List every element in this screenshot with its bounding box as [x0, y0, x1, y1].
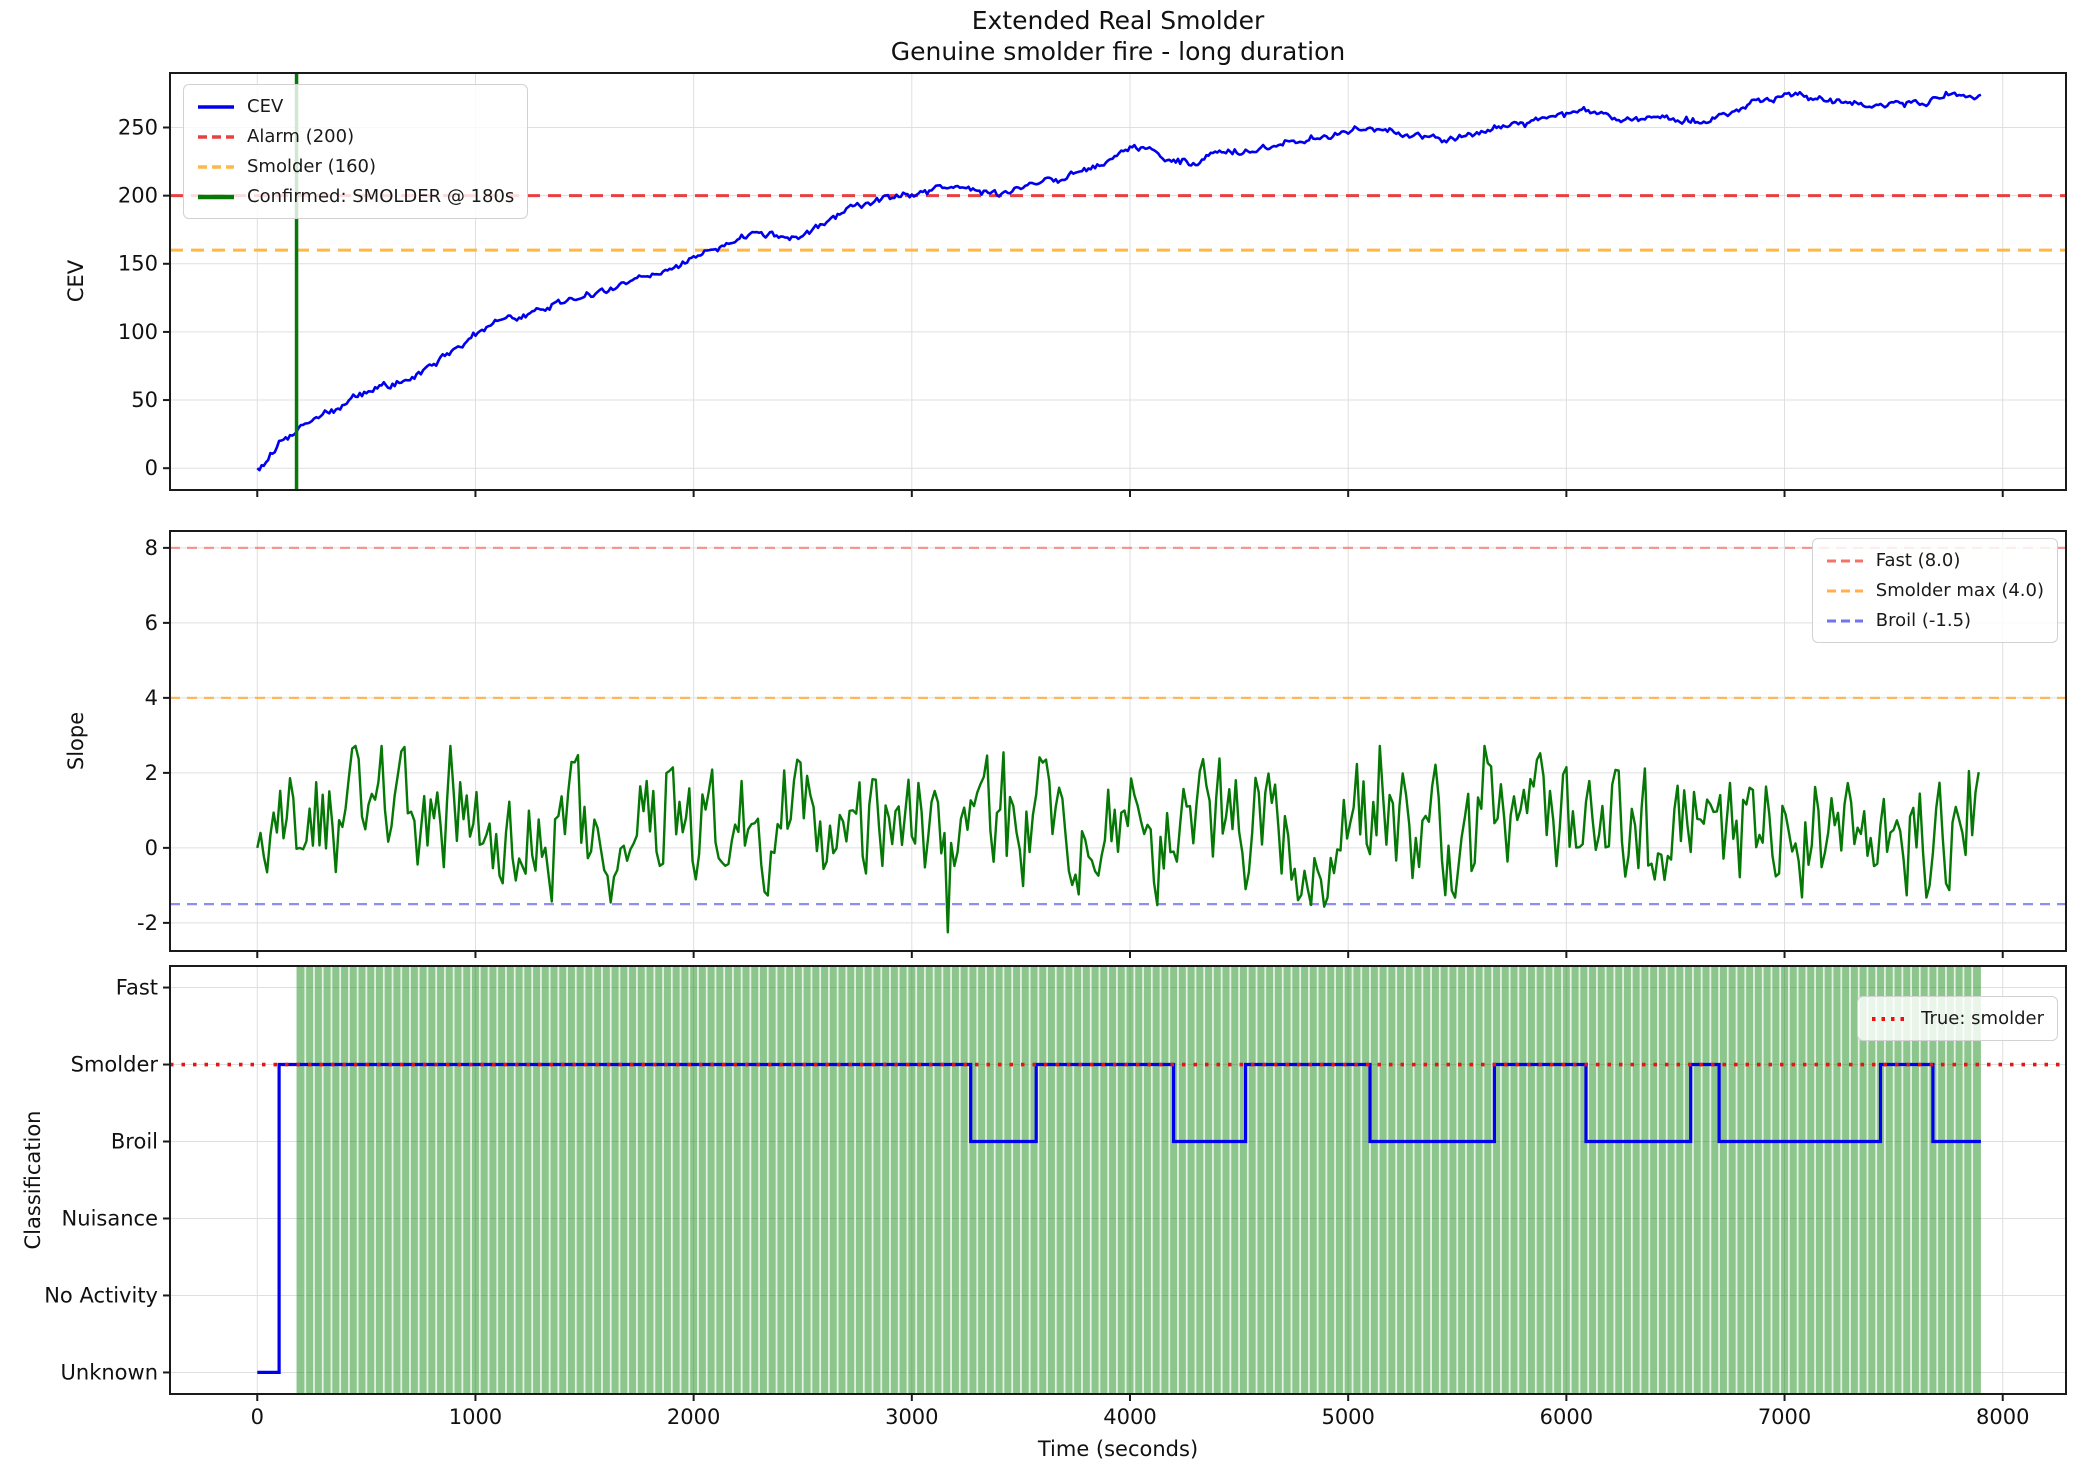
y-tick-label: 250 — [118, 115, 158, 139]
confirmed-line-swatch — [198, 194, 234, 199]
axes-frame — [169, 72, 2067, 491]
legend-label-smolder: Smolder (160) — [247, 156, 376, 177]
y-tick-label: 6 — [145, 611, 158, 635]
legend-slope: Fast (8.0) Smolder max (4.0) Broil (-1.5… — [1811, 538, 2058, 643]
legend-label-broil: Broil (-1.5) — [1875, 610, 1972, 631]
y-tick-label: 50 — [131, 388, 158, 412]
legend-label-alarm: Alarm (200) — [247, 126, 355, 147]
legend-item-smolder-max: Smolder max (4.0) — [1826, 578, 2044, 603]
y-axis-label-slope: Slope — [64, 711, 88, 771]
y-tick-label: 2 — [145, 761, 158, 785]
true-smolder-dotted-swatch — [1872, 1016, 1909, 1021]
y-tick-label: 0 — [145, 836, 158, 860]
y-tick-label: Unknown — [61, 1360, 158, 1384]
legend-label-fast: Fast (8.0) — [1875, 550, 1961, 571]
chart-title: Extended Real Smolder — [971, 6, 1265, 35]
smolder-max-dashed-swatch — [1826, 589, 1863, 592]
legend-item-alarm: Alarm (200) — [197, 124, 514, 149]
y-tick-label: Nuisance — [62, 1206, 158, 1230]
legend-item-confirmed: Confirmed: SMOLDER @ 180s — [197, 184, 514, 209]
legend-cev: CEV Alarm (200) Smolder (160) Confirmed:… — [183, 84, 529, 219]
alarm-dashed-swatch — [198, 134, 234, 139]
x-tick-label: 3000 — [885, 1405, 938, 1429]
chart-title-block: Extended Real Smolder Genuine smolder fi… — [170, 5, 2066, 67]
cev-line — [256, 90, 1982, 472]
x-tick-label: 6000 — [1540, 1405, 1593, 1429]
y-axis-label-classification: Classification — [21, 1110, 45, 1250]
chart-subtitle: Genuine smolder fire - long duration — [890, 37, 1346, 66]
legend-label-smolder-max: Smolder max (4.0) — [1875, 580, 2044, 601]
legend-item-cev: CEV — [197, 94, 514, 119]
fast-dashed-swatch — [1826, 559, 1863, 562]
axes-frame — [169, 530, 2067, 952]
y-tick-label: -2 — [137, 911, 158, 935]
y-tick-label: 4 — [145, 686, 158, 710]
x-tick-label: 5000 — [1321, 1405, 1374, 1429]
legend-label-confirmed: Confirmed: SMOLDER @ 180s — [247, 186, 515, 207]
y-tick-label: 100 — [118, 320, 158, 344]
legend-item-broil: Broil (-1.5) — [1826, 608, 2044, 633]
legend-item-true-smolder: True: smolder — [1871, 1006, 2044, 1031]
x-tick-label: 8000 — [1976, 1405, 2029, 1429]
y-tick-label: 0 — [145, 456, 158, 480]
y-axis-label-cev: CEV — [64, 259, 88, 303]
x-tick-label: 4000 — [1103, 1405, 1156, 1429]
broil-dashed-swatch — [1826, 619, 1863, 622]
smolder-dashed-swatch — [198, 164, 234, 169]
cev-line-swatch — [198, 104, 234, 109]
x-tick-label: 7000 — [1758, 1405, 1811, 1429]
y-tick-label: 8 — [145, 536, 158, 560]
x-tick-label: 0 — [251, 1405, 264, 1429]
legend-item-smolder: Smolder (160) — [197, 154, 514, 179]
axes-frame — [169, 965, 2067, 1395]
legend-label-true-smolder: True: smolder — [1921, 1008, 2044, 1029]
y-tick-label: Broil — [111, 1129, 158, 1153]
x-axis-label-time: Time (seconds) — [1037, 1437, 1199, 1461]
y-tick-label: Smolder — [71, 1052, 159, 1076]
legend-label-cev: CEV — [247, 96, 284, 117]
y-tick-label: 150 — [118, 252, 158, 276]
y-tick-label: 200 — [118, 184, 158, 208]
smolder-detection-span — [296, 966, 1981, 1394]
y-tick-label: Fast — [116, 975, 158, 999]
x-tick-label: 1000 — [449, 1405, 502, 1429]
legend-classification: True: smolder — [1857, 996, 2058, 1041]
x-tick-label: 2000 — [667, 1405, 720, 1429]
classification-step-line — [257, 1062, 1981, 1374]
legend-item-fast: Fast (8.0) — [1826, 548, 2044, 573]
slope-line — [256, 744, 1980, 934]
y-tick-label: No Activity — [44, 1283, 158, 1307]
